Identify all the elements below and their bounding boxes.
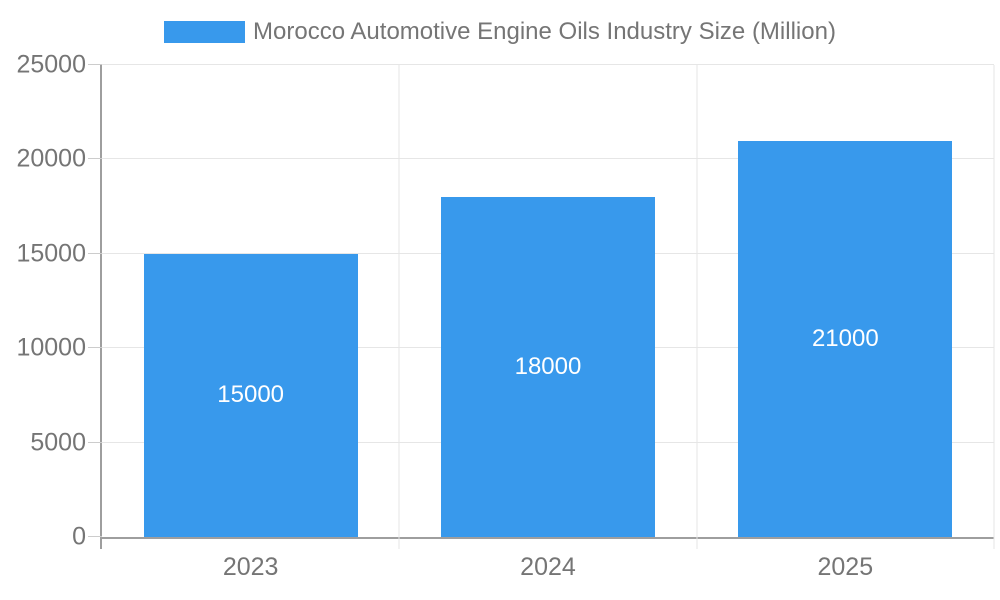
y-axis-tick (88, 441, 102, 443)
gridline-vertical (696, 65, 698, 549)
legend-swatch (164, 21, 246, 43)
bar-slot-2024: 18000 (399, 65, 696, 537)
y-axis-tick-label: 25000 (16, 50, 86, 79)
x-axis-label-2024: 2024 (520, 553, 576, 581)
y-axis-tick-label: 5000 (30, 428, 86, 457)
bar-2023[interactable]: 15000 (143, 253, 358, 537)
y-axis-tick-label: 0 (72, 522, 86, 551)
bar-slot-2023: 15000 (102, 65, 399, 537)
bar-slot-2025: 21000 (697, 65, 994, 537)
gridline-horizontal (102, 158, 994, 160)
x-axis-label-2025: 2025 (817, 553, 874, 581)
y-axis-tick (88, 252, 102, 254)
y-axis-tick (88, 536, 102, 537)
plot-area: 0 5000 10000 15000 20000 25000 15000 2023 18000 2… (16, 51, 995, 581)
x-axis-origin-tick (100, 537, 102, 549)
gridline-horizontal (102, 64, 994, 65)
bar-value-label-2024: 18000 (514, 353, 582, 381)
gridline-vertical (993, 65, 995, 549)
legend[interactable]: Morocco Automotive Engine Oils Industry … (0, 18, 1000, 46)
bar-value-label-2025: 21000 (811, 324, 879, 352)
y-axis-tick (88, 347, 102, 349)
bar-value-label-2023: 15000 (217, 381, 285, 409)
y-axis-tick (88, 64, 102, 65)
y-axis-tick-label: 10000 (16, 333, 86, 362)
chart-title: Morocco Automotive Engine Oils Industry … (253, 18, 836, 45)
bar-2024[interactable]: 18000 (440, 197, 656, 537)
y-axis-tick-label: 20000 (16, 144, 86, 173)
gridline-vertical (398, 65, 400, 549)
x-axis-label-2023: 2023 (222, 553, 279, 581)
y-axis-tick (88, 158, 102, 160)
bar-2025[interactable]: 21000 (738, 140, 953, 537)
y-axis-tick-label: 15000 (16, 239, 86, 268)
